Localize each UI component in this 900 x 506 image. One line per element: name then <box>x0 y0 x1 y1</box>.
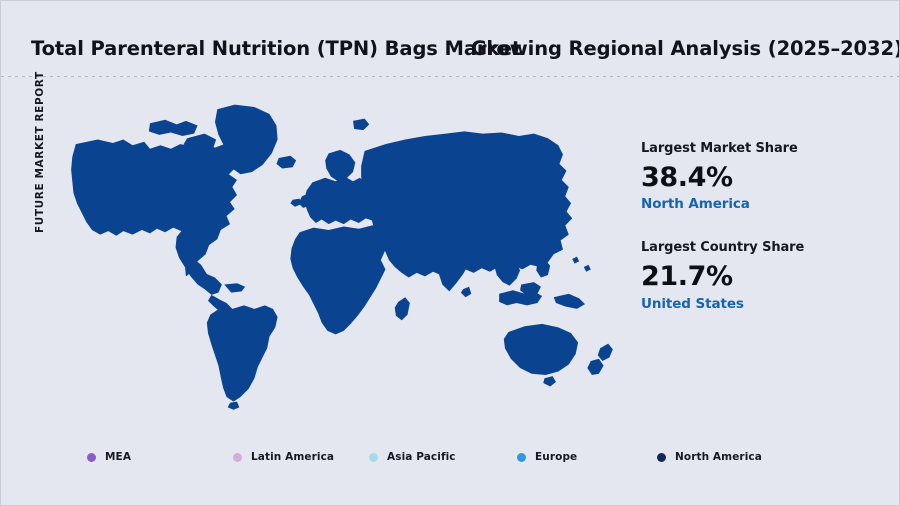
stat-largest-country-share: Largest Country Share 21.7% United State… <box>641 240 881 311</box>
legend-item-mea[interactable]: MEA <box>87 447 131 467</box>
landmass-south-america <box>206 305 278 402</box>
chart-legend: MEA Latin America Asia Pacific Europe No… <box>87 447 847 467</box>
landmass-new-zealand <box>597 343 613 362</box>
stats-panel: Largest Market Share 38.4% North America… <box>641 141 881 340</box>
landmass-arabia <box>392 234 428 268</box>
landmass-british-isles <box>298 192 314 208</box>
landmass-madagascar <box>394 297 410 321</box>
legend-label: Asia Pacific <box>387 451 456 463</box>
landmass-australia <box>503 323 579 375</box>
legend-dot-icon <box>87 452 96 462</box>
landmass-africa <box>290 225 388 335</box>
landmass-europe <box>304 176 380 225</box>
landmass-new-guinea <box>553 293 585 309</box>
card-header: Total Parenteral Nutrition (TPN) Bags Ma… <box>1 1 900 77</box>
page-title-main: Total Parenteral Nutrition (TPN) Bags Ma… <box>31 37 522 60</box>
landmass-india <box>436 240 473 292</box>
landmass-sri-lanka <box>460 286 472 298</box>
landmass-arctic-islands <box>148 119 198 136</box>
world-map-svg <box>71 104 613 410</box>
legend-label: North America <box>675 451 762 463</box>
map-landmasses <box>71 104 613 410</box>
landmass-ireland <box>290 198 301 207</box>
legend-item-north-america[interactable]: North America <box>657 447 762 467</box>
landmass-svalbard <box>353 118 370 131</box>
brand-watermark-label: FUTURE MARKET REPORT <box>34 71 46 233</box>
legend-dot-icon <box>233 452 242 462</box>
landmass-tasmania <box>543 376 556 387</box>
landmass-japan <box>554 202 569 228</box>
page-title-sub: Growing Regional Analysis (2025–2032) <box>471 37 900 60</box>
landmass-philippines <box>536 260 551 278</box>
legend-item-asia-pacific[interactable]: Asia Pacific <box>369 447 456 467</box>
legend-item-latin-america[interactable]: Latin America <box>233 447 334 467</box>
landmass-greenland <box>214 104 278 175</box>
stat-label: Largest Country Share <box>641 240 805 256</box>
landmass-borneo <box>520 282 541 295</box>
stat-region: United States <box>641 295 744 312</box>
landmass-scandinavia <box>325 149 356 182</box>
landmass-iceland <box>276 155 297 169</box>
legend-dot-icon <box>369 452 378 462</box>
landmass-new-zealand-south <box>587 358 604 375</box>
landmass-pacific-specks-2 <box>572 256 580 264</box>
landmass-mexico <box>175 231 222 295</box>
landmass-pacific-specks <box>583 264 591 272</box>
landmass-north-america <box>71 139 238 277</box>
brand-watermark: FUTURE MARKET REPORT <box>32 53 48 233</box>
legend-label: Latin America <box>251 451 335 463</box>
landmass-southeast-asia <box>494 257 521 286</box>
legend-dot-icon <box>657 452 666 462</box>
landmass-caribbean <box>224 283 246 293</box>
world-map <box>63 93 643 433</box>
stat-value: 21.7% <box>641 261 733 293</box>
landmass-baffin <box>183 133 217 155</box>
legend-label: MEA <box>105 451 132 463</box>
legend-label: Europe <box>535 451 578 463</box>
stat-value: 38.4% <box>641 162 733 193</box>
legend-item-europe[interactable]: Europe <box>517 447 577 467</box>
landmass-korea <box>543 212 553 222</box>
stat-region: North America <box>641 196 750 213</box>
header-divider <box>1 76 899 77</box>
page-title: Total Parenteral Nutrition (TPN) Bags Ma… <box>1 37 900 67</box>
legend-dot-icon <box>517 452 526 462</box>
landmass-patagonia-tip <box>227 401 240 410</box>
stat-largest-market-share: Largest Market Share 38.4% North America <box>641 141 881 212</box>
stat-label: Largest Market Share <box>641 141 798 156</box>
